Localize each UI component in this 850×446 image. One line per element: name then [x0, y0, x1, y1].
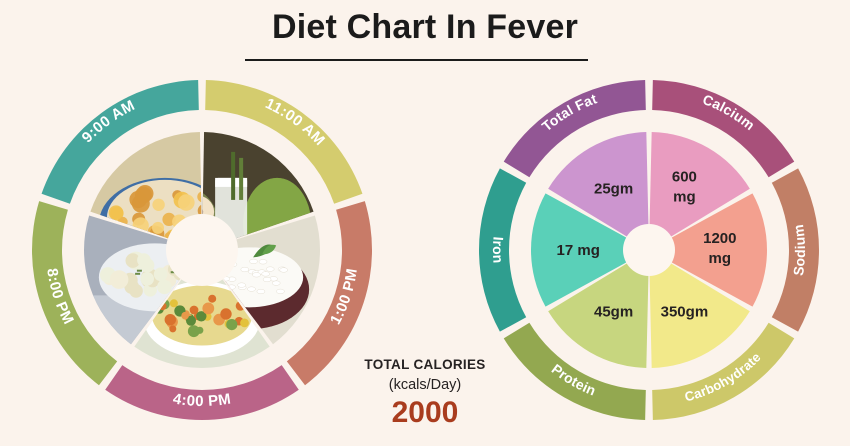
- svg-text:17 mg: 17 mg: [557, 242, 600, 259]
- svg-text:350gm: 350gm: [661, 303, 709, 320]
- svg-text:45gm: 45gm: [594, 303, 633, 320]
- svg-text:Iron: Iron: [490, 236, 507, 264]
- svg-text:25gm: 25gm: [594, 181, 633, 198]
- svg-text:1200: 1200: [703, 230, 736, 247]
- svg-text:mg: mg: [709, 250, 732, 267]
- svg-text:mg: mg: [673, 189, 696, 206]
- svg-text:4:00 PM: 4:00 PM: [172, 390, 233, 410]
- svg-text:Sodium: Sodium: [790, 223, 808, 276]
- svg-text:600: 600: [672, 169, 697, 186]
